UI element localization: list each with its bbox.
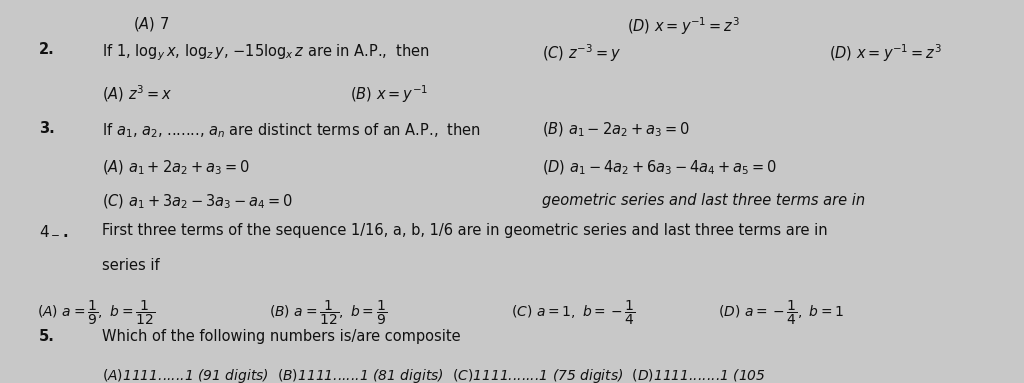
Text: $4_-$.: $4_-$. [39, 223, 69, 238]
Text: $(C)\ a_1 + 3a_2 - 3a_3 - a_4 = 0$: $(C)\ a_1 + 3a_2 - 3a_3 - a_4 = 0$ [102, 193, 293, 211]
Text: $(D)\ a_1 - 4a_2 + 6a_3 - 4a_4 + a_5 = 0$: $(D)\ a_1 - 4a_2 + 6a_3 - 4a_4 + a_5 = 0… [542, 159, 777, 177]
Text: If 1, $\log_y x$, $\log_z y$, $-15\log_x z$ are in A.P.,  then: If 1, $\log_y x$, $\log_z y$, $-15\log_x… [102, 43, 430, 63]
Text: $(C)\ a = 1,\ b = -\dfrac{1}{4}$: $(C)\ a = 1,\ b = -\dfrac{1}{4}$ [511, 299, 636, 327]
Text: $(D)\ x = y^{-1} = z^3$: $(D)\ x = y^{-1} = z^3$ [829, 43, 942, 64]
Text: $(A)\ a_1 + 2a_2 + a_3 = 0$: $(A)\ a_1 + 2a_2 + a_3 = 0$ [102, 159, 250, 177]
Text: 2.: 2. [39, 43, 54, 57]
Text: series if: series if [102, 258, 160, 273]
Text: First three terms of the sequence 1/16, a, b, 1/6 are in geometric series and la: First three terms of the sequence 1/16, … [102, 223, 828, 238]
Text: $(D)\ x = y^{-1} = z^3$: $(D)\ x = y^{-1} = z^3$ [628, 15, 740, 37]
Text: $(A)\ 7$: $(A)\ 7$ [133, 15, 169, 33]
Text: $(A)$1111......1 (91 digits)  $(B)$1111......1 (81 digits)  $(C)$1111.......1 (7: $(A)$1111......1 (91 digits) $(B)$1111..… [102, 367, 766, 383]
Text: If $a_1$, $a_2$, ......., $a_n$ are distinct terms of an A.P.,  then: If $a_1$, $a_2$, ......., $a_n$ are dist… [102, 121, 481, 140]
Text: 5.: 5. [39, 329, 54, 344]
Text: $(B)\ x = y^{-1}$: $(B)\ x = y^{-1}$ [350, 83, 428, 105]
Text: $(D)\ a = -\dfrac{1}{4},\ b = 1$: $(D)\ a = -\dfrac{1}{4},\ b = 1$ [719, 299, 845, 327]
Text: $(B)\ a_1 - 2a_2 + a_3 = 0$: $(B)\ a_1 - 2a_2 + a_3 = 0$ [542, 121, 689, 139]
Text: $(B)\ a = \dfrac{1}{12},\ b = \dfrac{1}{9}$: $(B)\ a = \dfrac{1}{12},\ b = \dfrac{1}{… [269, 299, 387, 327]
Text: Which of the following numbers is/are composite: Which of the following numbers is/are co… [102, 329, 461, 344]
Text: 3.: 3. [39, 121, 54, 136]
Text: geometric series and last three terms are in: geometric series and last three terms ar… [542, 193, 865, 208]
Text: $(A)\ z^3 = x$: $(A)\ z^3 = x$ [102, 83, 173, 104]
Text: $(A)\ a = \dfrac{1}{9},\ b = \dfrac{1}{12}$: $(A)\ a = \dfrac{1}{9},\ b = \dfrac{1}{1… [37, 299, 155, 327]
Text: $(C)\ z^{-3} = y$: $(C)\ z^{-3} = y$ [542, 43, 621, 64]
